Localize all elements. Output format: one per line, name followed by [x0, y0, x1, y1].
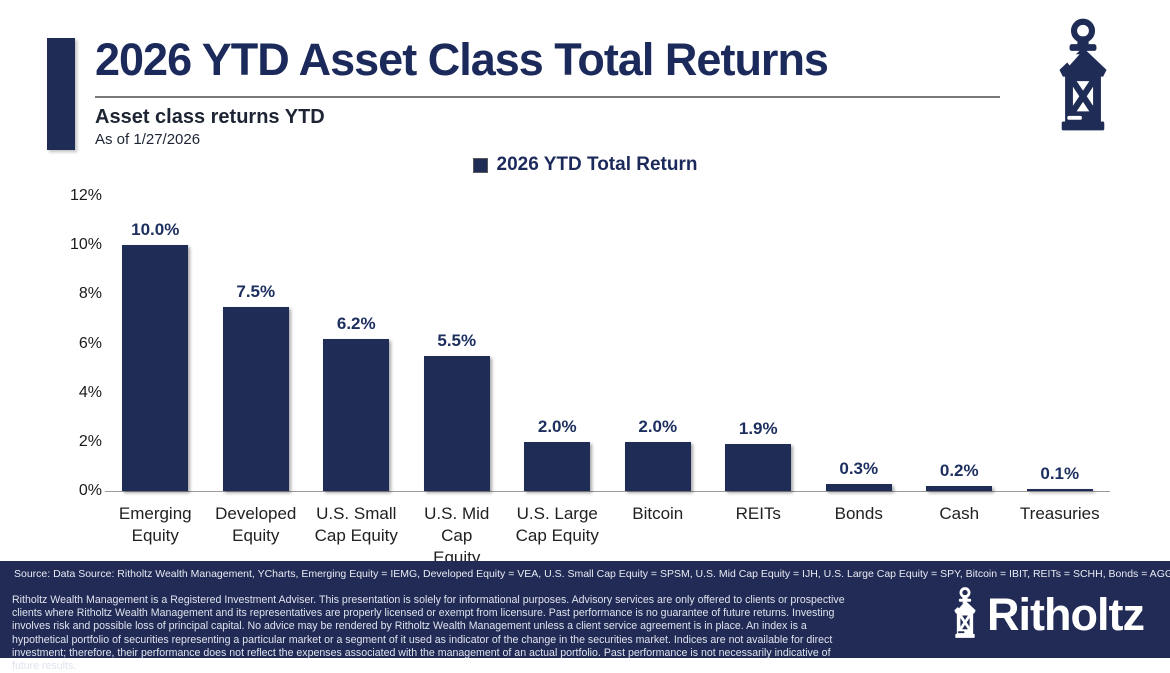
- x-axis-category-label: REITs: [735, 504, 781, 523]
- bar: [825, 483, 892, 491]
- bar-column: 0.3%: [809, 197, 910, 491]
- bar: [122, 245, 189, 491]
- bar-value-label: 5.5%: [437, 330, 477, 350]
- bar-column: 1.9%: [708, 197, 809, 491]
- x-axis-category-label: Bonds: [834, 504, 883, 523]
- y-tick-label: 10%: [69, 236, 102, 254]
- disclaimer-text: Ritholtz Wealth Management is a Register…: [12, 594, 845, 673]
- bar-value-label: 0.3%: [839, 458, 879, 478]
- y-tick-label: 6%: [78, 334, 102, 352]
- bar-column: 0.1%: [1010, 197, 1111, 491]
- bar-value-label: 1.9%: [738, 419, 778, 439]
- x-axis-category-label: U.S. Mid Cap Equity: [424, 504, 490, 568]
- bar: [323, 338, 390, 491]
- chart-legend: 2026 YTD Total Return: [0, 154, 1170, 176]
- x-axis-category-label: Emerging Equity: [118, 504, 192, 546]
- x-axis-category-label: Treasuries: [1019, 504, 1100, 523]
- x-axis-category-label: Bitcoin: [632, 504, 684, 523]
- title-underline: [95, 96, 1000, 98]
- bar-column: 7.5%: [206, 197, 307, 491]
- lantern-icon: [954, 587, 976, 638]
- brand-wordmark: Ritholtz: [987, 589, 1145, 640]
- as-of-date: As of 1/27/2026: [95, 131, 201, 148]
- bar: [725, 444, 792, 491]
- y-tick-label: 0%: [78, 482, 102, 499]
- bar-value-label: 7.5%: [236, 281, 276, 301]
- bar: [926, 486, 993, 491]
- y-tick-label: 4%: [78, 383, 102, 401]
- chart-subtitle: Asset class returns YTD: [95, 106, 325, 128]
- legend-label: 2026 YTD Total Return: [496, 154, 698, 175]
- legend-swatch: [472, 157, 488, 173]
- y-axis: 0% 2% 4% 6% 8% 10% 12%: [40, 0, 102, 520]
- bar: [423, 355, 490, 491]
- page-title: 2026 YTD Asset Class Total Returns: [95, 34, 829, 85]
- bar: [222, 306, 289, 491]
- y-tick-label: 2%: [78, 432, 102, 450]
- bar-column: 10.0%: [105, 197, 206, 491]
- source-line: Source: Data Source: Ritholtz Wealth Man…: [14, 568, 1170, 580]
- bar-chart-plot-area: 10.0% 7.5% 6.2% 5.5% 2.0% 2.0% 1.9% 0.3% 0.2% 0.1…: [105, 197, 1110, 492]
- title-accent-bar: [47, 38, 75, 150]
- bar: [624, 441, 691, 491]
- bar-column: 0.2%: [909, 197, 1010, 491]
- bar-column: 6.2%: [306, 197, 407, 491]
- y-tick-label: 12%: [69, 187, 102, 204]
- lantern-icon: [1059, 18, 1107, 131]
- bar-column: 2.0%: [608, 197, 709, 491]
- bar-value-label: 2.0%: [537, 416, 577, 436]
- footer-band: Source: Data Source: Ritholtz Wealth Man…: [0, 561, 1170, 672]
- bar-column: 2.0%: [507, 197, 608, 491]
- bar-value-label: 6.2%: [336, 313, 376, 333]
- x-axis-labels: Emerging Equity Developed Equity U.S. Smal…: [105, 503, 1110, 569]
- bar: [1026, 488, 1093, 491]
- brand-logo: Ritholtz: [950, 587, 1145, 643]
- bar-column: 5.5%: [407, 197, 508, 491]
- x-axis-category-label: Developed Equity: [215, 504, 297, 546]
- x-axis-category-label: U.S. Large Cap Equity: [515, 504, 599, 546]
- bar-value-label: 0.2%: [939, 461, 979, 481]
- bar-value-label: 0.1%: [1040, 463, 1080, 483]
- x-axis-category-label: U.S. Small Cap Equity: [314, 504, 398, 546]
- x-axis-category-label: Cash: [939, 504, 980, 523]
- bar-value-label: 2.0%: [638, 416, 678, 436]
- bar: [524, 441, 591, 491]
- y-tick-label: 8%: [78, 285, 102, 303]
- bar-value-label: 10.0%: [131, 220, 180, 240]
